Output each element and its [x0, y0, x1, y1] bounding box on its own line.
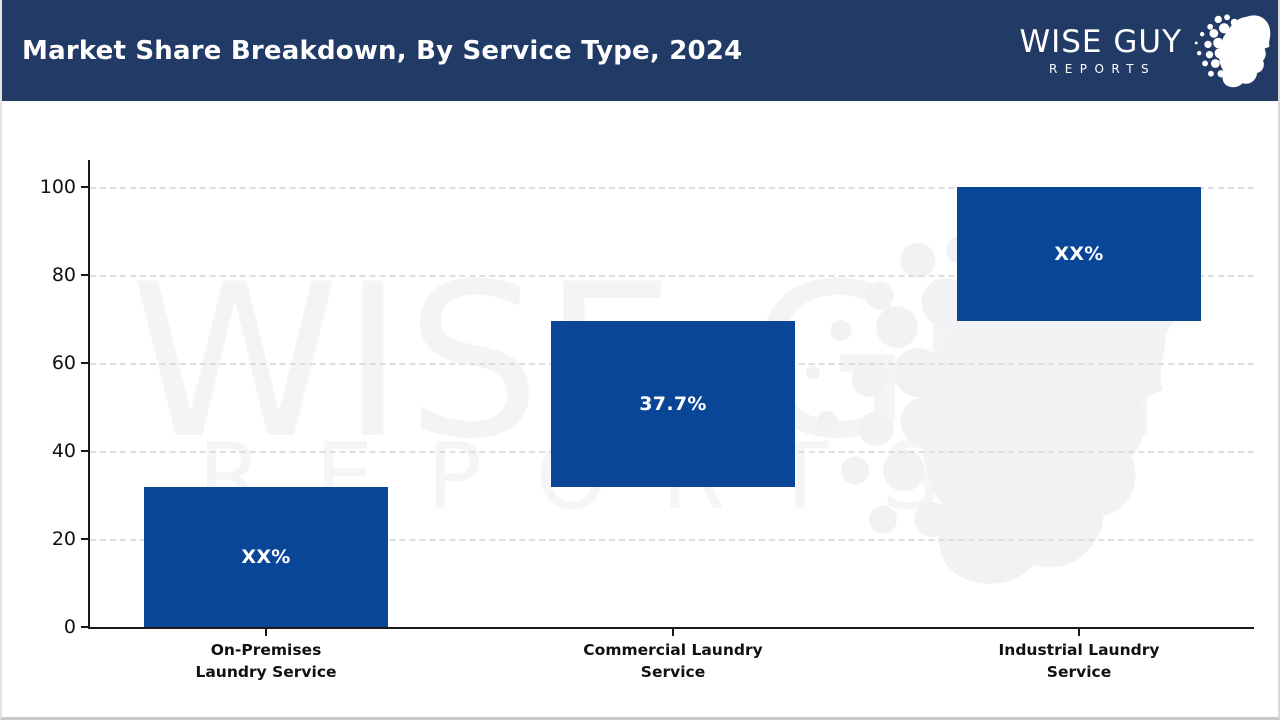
y-tick-mark	[81, 538, 89, 540]
x-axis-line	[88, 627, 1254, 629]
bar-value-label: XX%	[1054, 243, 1104, 266]
bar-value-label: XX%	[241, 546, 291, 569]
logo-name: WISE GUY	[1019, 24, 1182, 60]
y-tick-label: 100	[39, 176, 76, 198]
y-tick-label: 20	[51, 528, 76, 550]
page-title: Market Share Breakdown, By Service Type,…	[22, 35, 743, 66]
x-tick-mark	[1078, 629, 1080, 636]
bar-segment: XX%	[957, 187, 1201, 322]
y-tick-label: 0	[63, 616, 76, 638]
y-tick-mark	[81, 362, 89, 364]
gridline	[90, 187, 1254, 189]
x-tick-mark	[265, 629, 267, 636]
x-category-label: On-Premises Laundry Service	[195, 641, 337, 681]
header-bar: Market Share Breakdown, By Service Type,…	[2, 0, 1278, 101]
x-tick-mark	[672, 629, 674, 636]
y-tick-mark	[81, 186, 89, 188]
y-tick-label: 80	[51, 264, 76, 286]
y-tick-label: 40	[51, 440, 76, 462]
y-tick-mark	[81, 274, 89, 276]
gridline	[90, 539, 1254, 541]
x-category-label: Industrial Laundry Service	[998, 641, 1160, 681]
logo-subtitle: REPORTS	[1048, 62, 1157, 76]
y-axis-line	[88, 160, 90, 627]
y-tick-mark	[81, 626, 89, 628]
bar-segment: 37.7%	[551, 321, 795, 488]
bar-segment: XX%	[144, 487, 388, 627]
logo-text: WISE GUY REPORTS	[1019, 24, 1182, 76]
y-tick-label: 60	[51, 352, 76, 374]
bar-value-label: 37.7%	[639, 393, 707, 416]
x-category-label: Commercial Laundry Service	[583, 641, 763, 681]
wiseguy-logo: WISE GUY REPORTS	[1019, 4, 1274, 98]
gridline	[90, 275, 1254, 277]
y-tick-mark	[81, 450, 89, 452]
